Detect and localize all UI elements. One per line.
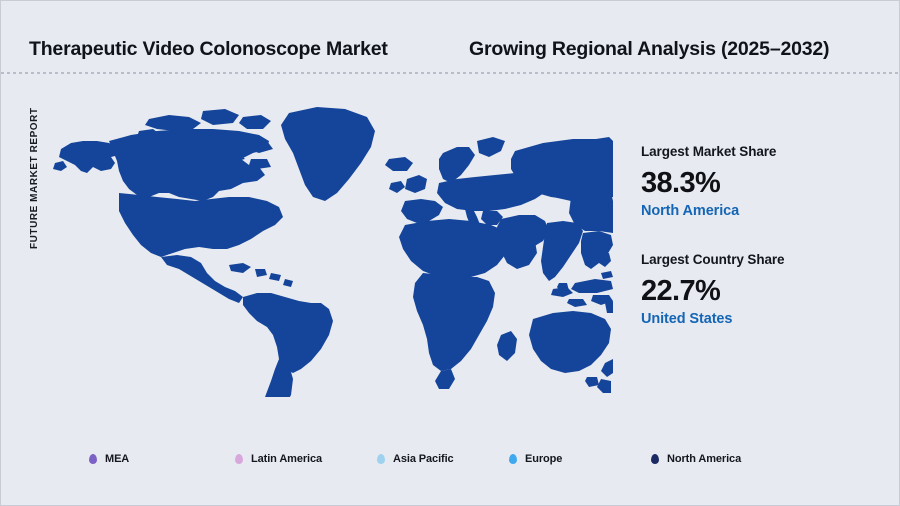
legend-item-asia-pacific: Asia Pacific	[377, 449, 454, 469]
world-map-oceania	[529, 311, 613, 393]
legend-label: Latin America	[251, 453, 323, 465]
legend-item-mea: MEA	[89, 449, 129, 469]
world-map-landmass	[53, 107, 613, 397]
stats-panel: Largest Market Share 38.3% North America…	[641, 143, 881, 359]
stat-largest-country-share: Largest Country Share 22.7% United State…	[641, 251, 881, 329]
legend-marker-icon	[235, 454, 243, 464]
page-subtitle: Growing Regional Analysis (2025–2032)	[469, 38, 830, 60]
stat-label: Largest Country Share	[641, 252, 785, 267]
stat-region: United States	[641, 311, 733, 327]
legend-item-north-america: North America	[651, 449, 741, 469]
world-map	[53, 97, 613, 397]
legend-label: Asia Pacific	[393, 453, 454, 465]
legend-marker-icon	[509, 454, 517, 464]
brand-watermark: FUTURE MARKET REPORT	[29, 107, 40, 249]
legend-label: North America	[667, 453, 742, 465]
stat-region: North America	[641, 203, 740, 219]
legend-label: MEA	[105, 453, 130, 465]
stat-label: Largest Market Share	[641, 144, 777, 159]
legend-marker-icon	[651, 454, 659, 464]
stat-largest-market-share: Largest Market Share 38.3% North America	[641, 143, 881, 221]
stat-value: 38.3%	[641, 167, 721, 199]
legend-item-latin-america: Latin America	[235, 449, 322, 469]
legend-item-europe: Europe	[509, 449, 562, 469]
page-title: Therapeutic Video Colonoscope Market	[29, 38, 388, 60]
header: Therapeutic Video Colonoscope Market Gro…	[1, 1, 899, 74]
map-legend: MEA Latin America Asia Pacific Europe No…	[89, 449, 789, 469]
header-divider	[1, 72, 899, 74]
legend-marker-icon	[377, 454, 385, 464]
stat-value: 22.7%	[641, 275, 721, 307]
legend-marker-icon	[89, 454, 97, 464]
legend-label: Europe	[525, 453, 563, 465]
